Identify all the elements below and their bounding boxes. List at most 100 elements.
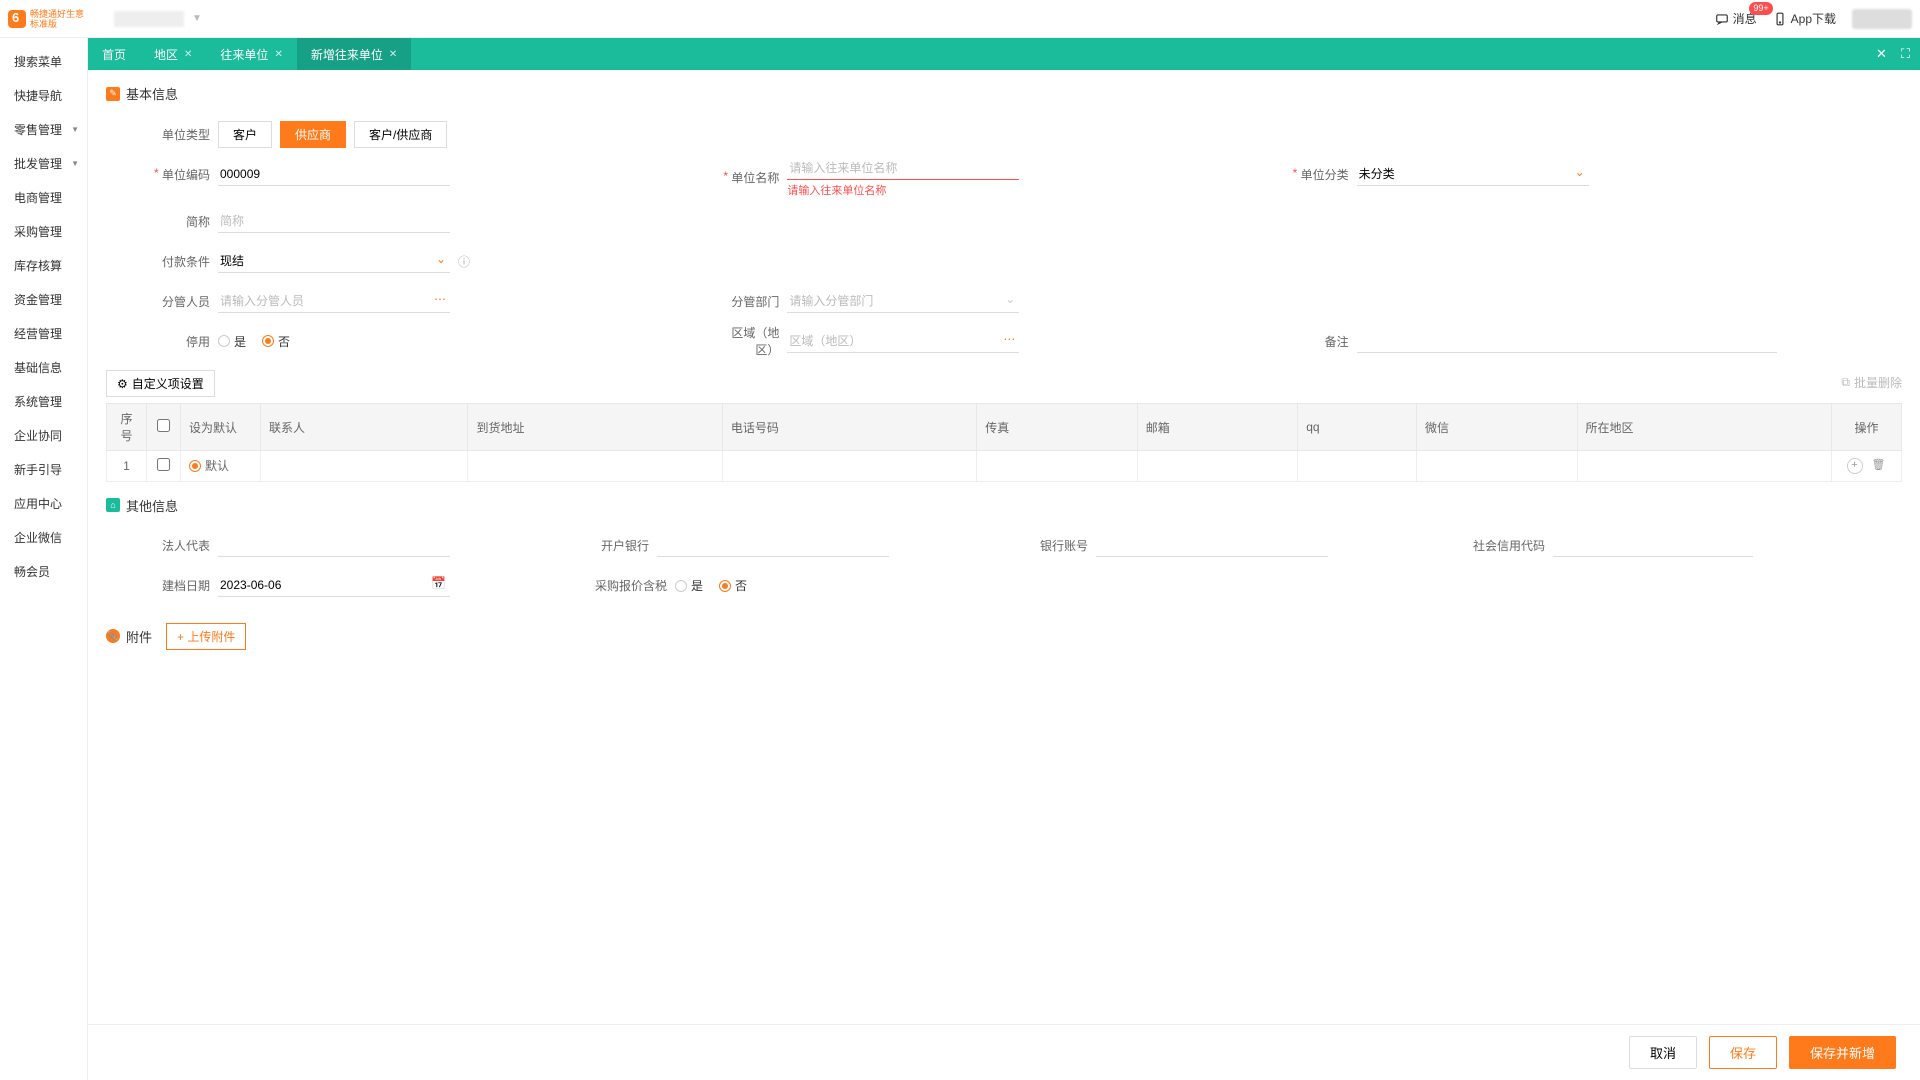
delete-row-icon[interactable]: 🗑 [1871, 458, 1887, 474]
unit-code-input[interactable] [218, 163, 450, 186]
sidebar-item[interactable]: 批发管理 ▼ [0, 146, 87, 180]
sidebar-item-label: 批发管理 [14, 155, 62, 172]
sidebar-item[interactable]: 畅会员 [0, 554, 87, 588]
app-download-button[interactable]: App下载 [1773, 10, 1836, 27]
unit-type-option[interactable]: 供应商 [280, 121, 346, 148]
unit-category-input[interactable] [1357, 163, 1589, 186]
unit-type-option[interactable]: 客户 [218, 121, 272, 148]
remark-input[interactable] [1357, 330, 1777, 353]
sidebar-item-label: 基础信息 [14, 359, 62, 376]
more-icon[interactable]: ⋯ [434, 292, 446, 306]
close-icon[interactable]: ✕ [389, 49, 397, 60]
tab[interactable]: 往来单位✕ [206, 38, 296, 70]
unit-type-option[interactable]: 客户/供应商 [354, 121, 447, 148]
add-row-icon[interactable]: + [1847, 458, 1863, 474]
sidebar-item[interactable]: 搜索菜单 [0, 44, 87, 78]
sidebar-item[interactable]: 企业协同 [0, 418, 87, 452]
dept-input[interactable] [787, 290, 1019, 313]
sidebar-item[interactable]: 零售管理▼ [0, 112, 87, 146]
chevron-down-icon[interactable]: ⌄ [1005, 292, 1015, 306]
save-button[interactable]: 保存 [1709, 1036, 1777, 1069]
cell-contact[interactable] [261, 451, 468, 482]
sidebar-item[interactable]: 企业微信 [0, 520, 87, 554]
unit-type-label: 单位类型 [146, 126, 218, 143]
select-all-checkbox[interactable] [157, 419, 170, 432]
tax-radio-group: 是 否 [675, 577, 747, 594]
tab[interactable]: 首页 [88, 38, 140, 70]
copy-icon: ⧉ [1841, 375, 1850, 390]
sidebar-item[interactable]: 库存核算 [0, 248, 87, 282]
cell-phone[interactable] [722, 451, 976, 482]
account-input[interactable] [1096, 534, 1328, 557]
company-selector[interactable]: ▼ [114, 11, 202, 27]
short-name-input[interactable] [218, 210, 450, 233]
avatar[interactable] [1852, 9, 1912, 29]
messages-button[interactable]: 消息 99+ [1715, 10, 1757, 27]
sidebar-item-label: 畅会员 [14, 563, 50, 580]
caret-down-icon: ▼ [71, 159, 79, 168]
sidebar-item[interactable]: 应用中心 [0, 486, 87, 520]
sidebar-item[interactable]: 基础信息 [0, 350, 87, 384]
calendar-icon[interactable]: 📅 [431, 576, 446, 590]
help-icon[interactable]: ⓘ [458, 253, 474, 270]
custom-fields-button[interactable]: ⚙ 自定义项设置 [106, 370, 215, 397]
sidebar-item[interactable]: 经营管理 [0, 316, 87, 350]
dept-label: 分管部门 [715, 293, 787, 310]
tax-yes-radio[interactable]: 是 [675, 577, 703, 594]
legal-input[interactable] [218, 534, 450, 557]
close-icon[interactable]: ✕ [184, 49, 192, 60]
chevron-down-icon[interactable]: ⌄ [436, 252, 446, 266]
gear-icon: ⚙ [117, 377, 128, 391]
fullscreen-icon[interactable]: ⛶ [1901, 46, 1910, 62]
social-code-input[interactable] [1553, 534, 1753, 557]
close-icon[interactable]: ✕ [274, 49, 282, 60]
table-header: 传真 [977, 404, 1137, 451]
cell-region[interactable] [1577, 451, 1831, 482]
bank-label: 开户银行 [585, 537, 657, 554]
sidebar-item[interactable]: 采购管理 [0, 214, 87, 248]
short-name-label: 简称 [146, 213, 218, 230]
tax-no-radio[interactable]: 否 [719, 577, 747, 594]
row-default-radio[interactable]: 默认 [189, 457, 229, 474]
disable-yes-radio[interactable]: 是 [218, 333, 246, 350]
sidebar-item[interactable]: 电商管理 [0, 180, 87, 214]
sidebar-item[interactable]: 系统管理 [0, 384, 87, 418]
cancel-button[interactable]: 取消 [1629, 1036, 1697, 1069]
region-input[interactable] [787, 330, 1019, 353]
pay-terms-input[interactable] [218, 250, 450, 273]
bank-input[interactable] [657, 534, 889, 557]
more-icon[interactable]: ⋯ [1003, 332, 1015, 346]
cell-qq[interactable] [1298, 451, 1417, 482]
cell-fax[interactable] [977, 451, 1137, 482]
create-date-input[interactable] [218, 574, 450, 597]
chevron-down-icon[interactable]: ⌄ [1575, 165, 1585, 179]
batch-delete-button[interactable]: ⧉ 批量删除 [1841, 374, 1902, 391]
table-header: 到货地址 [468, 404, 722, 451]
save-and-new-button[interactable]: 保存并新增 [1789, 1036, 1896, 1069]
row-checkbox[interactable] [157, 458, 170, 471]
remark-label: 备注 [1285, 333, 1357, 350]
disable-radio-group: 是 否 [218, 333, 290, 350]
tab[interactable]: 新增往来单位✕ [297, 38, 411, 70]
company-name-blur [114, 11, 184, 27]
app-download-label: App下载 [1791, 10, 1836, 27]
close-all-tabs-icon[interactable]: ✕ [1876, 46, 1887, 62]
legal-label: 法人代表 [146, 537, 218, 554]
upload-attachment-button[interactable]: + 上传附件 [166, 623, 246, 650]
sidebar-item[interactable]: 快捷导航 [0, 78, 87, 112]
sidebar-item[interactable]: 新手引导 [0, 452, 87, 486]
cell-address[interactable] [468, 451, 722, 482]
unit-name-error: 请输入往来单位名称 [787, 182, 1019, 198]
sidebar: 搜索菜单快捷导航零售管理▼ 批发管理 ▼ 电商管理采购管理库存核算资金管理经营管理基础… [0, 38, 88, 1080]
sidebar-item-label: 库存核算 [14, 257, 62, 274]
disable-no-radio[interactable]: 否 [262, 333, 290, 350]
sidebar-item[interactable]: 资金管理 [0, 282, 87, 316]
manager-input[interactable] [218, 290, 450, 313]
sidebar-item-label: 企业协同 [14, 427, 62, 444]
cell-wechat[interactable] [1417, 451, 1577, 482]
section-icon: ⌂ [106, 498, 120, 512]
unit-name-input[interactable] [787, 157, 1019, 180]
tab[interactable]: 地区✕ [140, 38, 206, 70]
cell-email[interactable] [1137, 451, 1297, 482]
table-header: 序号 [107, 404, 147, 451]
